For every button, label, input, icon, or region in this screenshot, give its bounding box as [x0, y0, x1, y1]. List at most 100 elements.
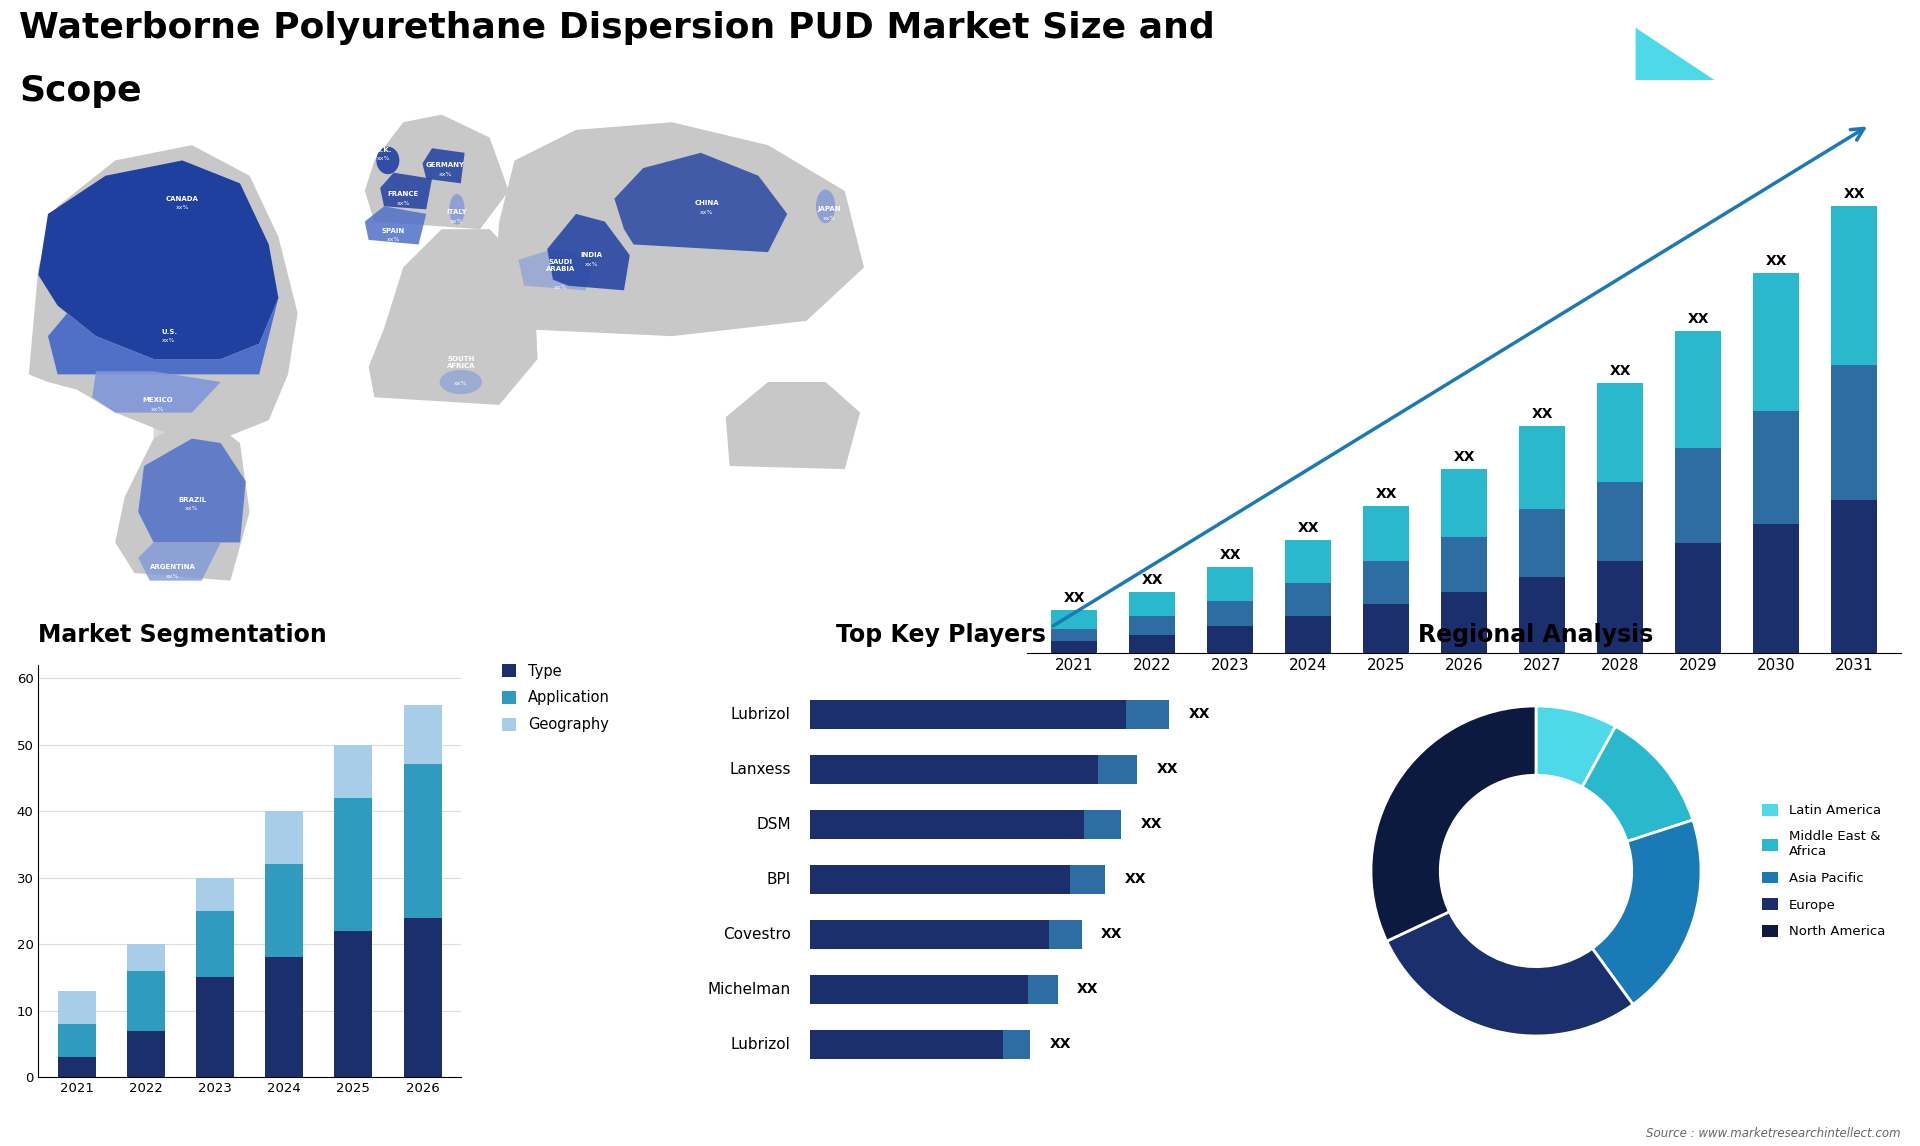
Bar: [810, 975, 1027, 1004]
Text: xx%: xx%: [184, 507, 200, 511]
Bar: [1004, 1030, 1029, 1059]
Bar: [1085, 810, 1121, 839]
Polygon shape: [518, 249, 595, 290]
Bar: [1597, 481, 1644, 562]
Bar: [127, 1030, 165, 1077]
Text: xx%: xx%: [584, 261, 599, 267]
Text: XX: XX: [1688, 313, 1709, 327]
Text: Lanxess: Lanxess: [730, 762, 791, 777]
Text: MEXICO: MEXICO: [142, 398, 173, 403]
Bar: [810, 810, 1085, 839]
Text: xx%: xx%: [553, 284, 568, 290]
Bar: [1440, 536, 1488, 591]
Bar: [1050, 641, 1098, 653]
Text: Scope: Scope: [19, 74, 142, 109]
Polygon shape: [38, 160, 278, 359]
Text: XX: XX: [1100, 927, 1123, 941]
Text: XX: XX: [1077, 982, 1098, 996]
Bar: [403, 764, 442, 918]
Bar: [334, 931, 372, 1077]
Text: SAUDI
ARABIA: SAUDI ARABIA: [545, 259, 576, 273]
Circle shape: [1440, 775, 1632, 967]
Text: xx%: xx%: [396, 201, 411, 206]
Polygon shape: [138, 439, 246, 542]
Bar: [1027, 975, 1058, 1004]
Text: SPAIN: SPAIN: [382, 228, 405, 234]
Polygon shape: [547, 214, 630, 290]
Bar: [1363, 604, 1409, 653]
Text: BPI: BPI: [766, 872, 791, 887]
Text: XX: XX: [1158, 762, 1179, 776]
Bar: [1830, 205, 1878, 366]
Text: CHINA: CHINA: [695, 201, 718, 206]
Text: INTELLECT: INTELLECT: [1747, 93, 1811, 103]
Text: JAPAN: JAPAN: [818, 206, 841, 212]
Polygon shape: [29, 146, 298, 435]
Text: XX: XX: [1219, 549, 1240, 563]
Bar: [265, 811, 303, 864]
Text: BRAZIL: BRAZIL: [179, 496, 205, 503]
Bar: [1048, 920, 1081, 949]
Bar: [1753, 411, 1799, 525]
Bar: [810, 700, 1127, 729]
Text: ITALY: ITALY: [447, 210, 467, 215]
Text: xx%: xx%: [438, 172, 453, 176]
Wedge shape: [1592, 821, 1701, 1004]
Text: xx%: xx%: [449, 219, 465, 225]
Bar: [1519, 426, 1565, 509]
Text: DSM: DSM: [756, 817, 791, 832]
Bar: [196, 911, 234, 978]
Text: XX: XX: [1125, 872, 1146, 886]
Text: GERMANY: GERMANY: [426, 162, 465, 168]
Bar: [1050, 629, 1098, 641]
Bar: [127, 971, 165, 1030]
Bar: [1206, 567, 1254, 602]
Polygon shape: [138, 542, 221, 581]
Bar: [403, 918, 442, 1077]
Polygon shape: [726, 382, 860, 469]
Text: Source : www.marketresearchintellect.com: Source : www.marketresearchintellect.com: [1645, 1128, 1901, 1140]
Polygon shape: [1636, 28, 1728, 88]
Bar: [1284, 582, 1331, 617]
Bar: [1069, 865, 1106, 894]
Legend: Type, Application, Geography: Type, Application, Geography: [501, 664, 611, 732]
Bar: [265, 957, 303, 1077]
Text: Waterborne Polyurethane Dispersion PUD Market Size and: Waterborne Polyurethane Dispersion PUD M…: [19, 11, 1215, 46]
Text: xx%: xx%: [175, 205, 190, 211]
Bar: [265, 864, 303, 957]
Polygon shape: [365, 206, 426, 244]
Bar: [810, 865, 1069, 894]
Bar: [127, 944, 165, 971]
Text: XX: XX: [1298, 521, 1319, 535]
Bar: [196, 878, 234, 911]
Text: XX: XX: [1048, 1037, 1071, 1051]
Bar: [1519, 509, 1565, 576]
Bar: [1440, 469, 1488, 536]
Bar: [1129, 617, 1175, 635]
Text: XX: XX: [1064, 591, 1085, 605]
Text: xx%: xx%: [822, 215, 837, 221]
Text: INDIA: INDIA: [580, 252, 603, 258]
Text: FRANCE: FRANCE: [388, 191, 419, 197]
Text: RESEARCH: RESEARCH: [1747, 64, 1811, 74]
Bar: [810, 1030, 1004, 1059]
Polygon shape: [92, 371, 221, 413]
Text: Michelman: Michelman: [708, 982, 791, 997]
Bar: [810, 755, 1098, 784]
Bar: [1363, 507, 1409, 562]
Polygon shape: [422, 148, 465, 183]
Ellipse shape: [816, 189, 835, 223]
Text: xx%: xx%: [453, 380, 468, 386]
Text: XX: XX: [1532, 408, 1553, 422]
Bar: [58, 1025, 96, 1058]
Bar: [1830, 366, 1878, 500]
Text: xx%: xx%: [376, 156, 392, 162]
Wedge shape: [1371, 706, 1536, 941]
Bar: [334, 798, 372, 931]
Bar: [1519, 576, 1565, 653]
Bar: [58, 1058, 96, 1077]
Text: Lubrizol: Lubrizol: [732, 707, 791, 722]
Text: XX: XX: [1188, 707, 1210, 721]
Bar: [1129, 635, 1175, 653]
Polygon shape: [495, 123, 864, 336]
